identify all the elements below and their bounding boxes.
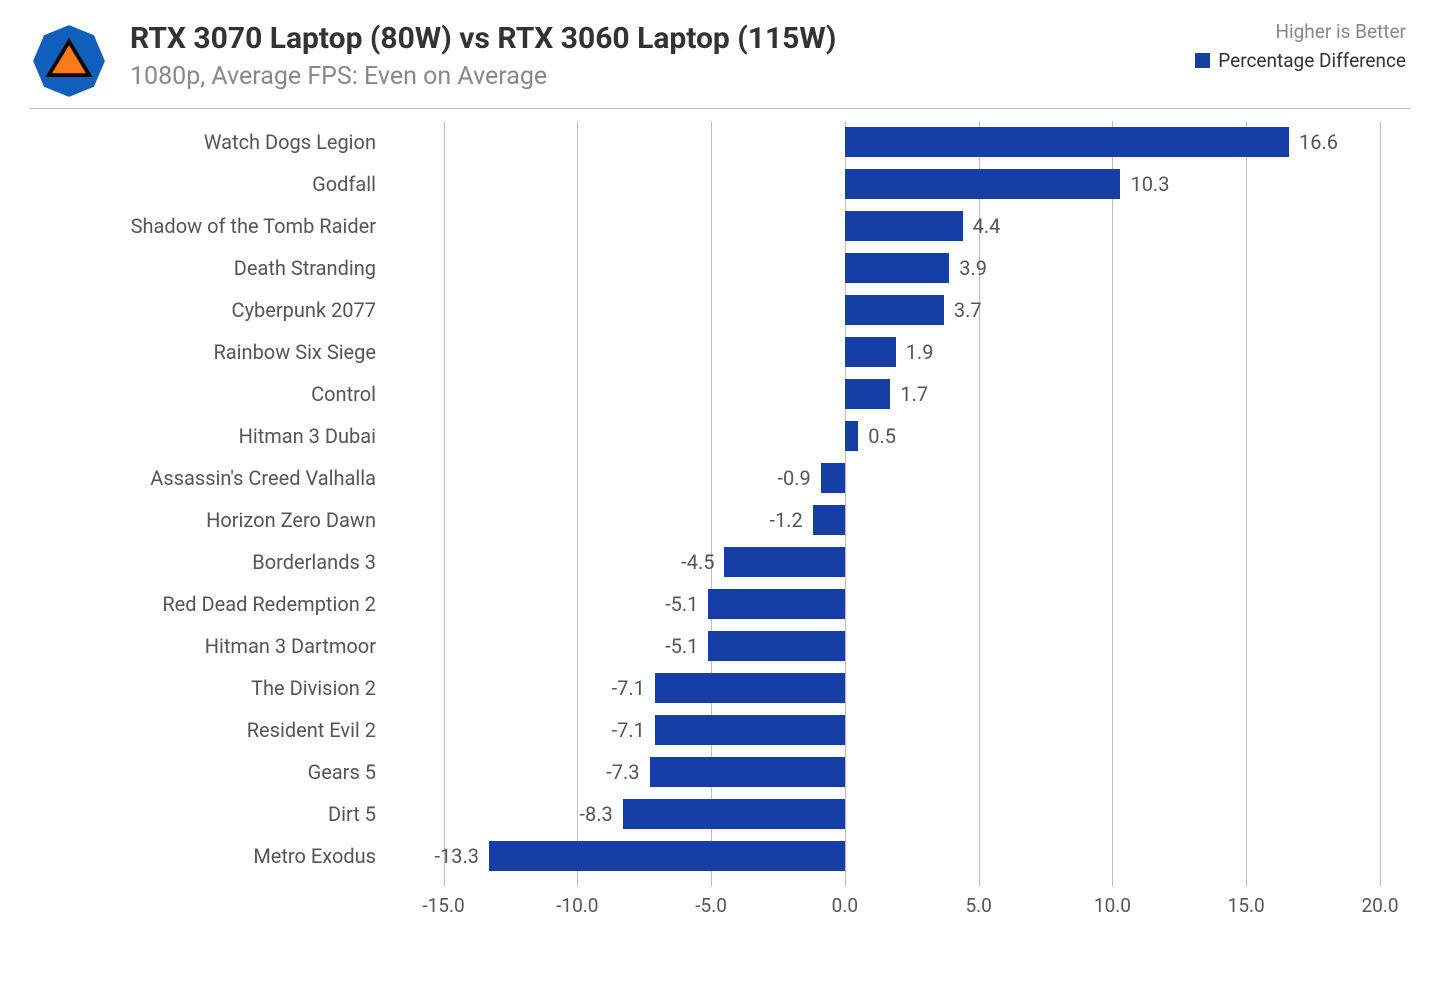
x-tick-label: 15.0 [1228, 894, 1265, 917]
bar [845, 127, 1289, 157]
legend-swatch-icon [1195, 53, 1210, 68]
gridline [444, 121, 445, 887]
value-label: -0.9 [778, 466, 811, 490]
title-block: RTX 3070 Laptop (80W) vs RTX 3060 Laptop… [130, 20, 1128, 91]
bar [623, 799, 845, 829]
category-label: Hitman 3 Dartmoor [205, 634, 376, 658]
category-label: Death Stranding [234, 256, 376, 280]
bar [845, 379, 890, 409]
brand-logo-icon [30, 22, 108, 100]
category-label: Red Dead Redemption 2 [162, 592, 376, 616]
value-label: -4.5 [681, 550, 714, 574]
bar [708, 589, 844, 619]
value-label: -1.2 [769, 508, 802, 532]
category-label: Horizon Zero Dawn [206, 508, 376, 532]
category-label: The Division 2 [251, 676, 376, 700]
chart-subtitle: 1080p, Average FPS: Even on Average [130, 62, 1128, 91]
chart-figure: RTX 3070 Laptop (80W) vs RTX 3060 Laptop… [0, 0, 1440, 1000]
bar [655, 715, 845, 745]
x-tick-label: -5.0 [695, 894, 727, 917]
category-label: Borderlands 3 [252, 550, 376, 574]
value-label: -5.1 [665, 592, 698, 616]
category-label: Dirt 5 [328, 802, 376, 826]
chart-header: RTX 3070 Laptop (80W) vs RTX 3060 Laptop… [0, 0, 1440, 108]
category-label: Watch Dogs Legion [204, 130, 376, 154]
gridline [577, 121, 578, 887]
bar [650, 757, 845, 787]
chart-title: RTX 3070 Laptop (80W) vs RTX 3060 Laptop… [130, 20, 1128, 58]
bar [489, 841, 845, 871]
legend: Percentage Difference [1195, 49, 1406, 72]
category-label: Assassin's Creed Valhalla [150, 466, 376, 490]
value-label: -13.3 [434, 844, 479, 868]
gridline [1246, 121, 1247, 887]
value-label: 4.4 [973, 214, 1001, 238]
category-label: Control [311, 382, 376, 406]
category-label: Metro Exodus [253, 844, 376, 868]
gridline [1380, 121, 1381, 887]
category-label: Hitman 3 Dubai [239, 424, 376, 448]
plot-inner: -15.0-10.0-5.00.05.010.015.020.0Watch Do… [390, 121, 1380, 887]
bar [845, 211, 963, 241]
value-label: 1.9 [906, 340, 934, 364]
bar [821, 463, 845, 493]
bar [845, 295, 944, 325]
category-label: Shadow of the Tomb Raider [131, 214, 376, 238]
bar [724, 547, 844, 577]
x-tick-label: -10.0 [556, 894, 598, 917]
category-label: Resident Evil 2 [247, 718, 376, 742]
higher-is-better-note: Higher is Better [1150, 20, 1406, 43]
x-tick-label: 0.0 [832, 894, 858, 917]
value-label: 1.7 [900, 382, 928, 406]
category-label: Godfall [312, 172, 376, 196]
value-label: -7.1 [612, 718, 645, 742]
bar [845, 169, 1121, 199]
x-tick-label: -15.0 [422, 894, 464, 917]
value-label: 16.6 [1299, 130, 1338, 154]
x-tick-label: 10.0 [1094, 894, 1131, 917]
value-label: 3.7 [954, 298, 982, 322]
value-label: 3.9 [959, 256, 987, 280]
bar [655, 673, 845, 703]
bar [813, 505, 845, 535]
value-label: -7.3 [606, 760, 639, 784]
bar [845, 421, 858, 451]
category-label: Rainbow Six Siege [213, 340, 376, 364]
bar [845, 253, 949, 283]
value-label: -5.1 [665, 634, 698, 658]
value-label: -8.3 [580, 802, 613, 826]
value-label: 0.5 [868, 424, 896, 448]
x-tick-label: 5.0 [965, 894, 991, 917]
legend-label: Percentage Difference [1218, 49, 1406, 72]
legend-area: Higher is Better Percentage Difference [1150, 20, 1410, 72]
bar [845, 337, 896, 367]
gridline [1112, 121, 1113, 887]
plot-area: -15.0 -10.0 -5.0 0.0 5.0 10.0 15.0 20.0 Watch Do… [30, 108, 1410, 929]
x-tick-label: 20.0 [1361, 894, 1398, 917]
value-label: -7.1 [612, 676, 645, 700]
category-label: Gears 5 [308, 760, 376, 784]
category-label: Cyberpunk 2077 [232, 298, 376, 322]
value-label: 10.3 [1130, 172, 1169, 196]
bar [708, 631, 844, 661]
